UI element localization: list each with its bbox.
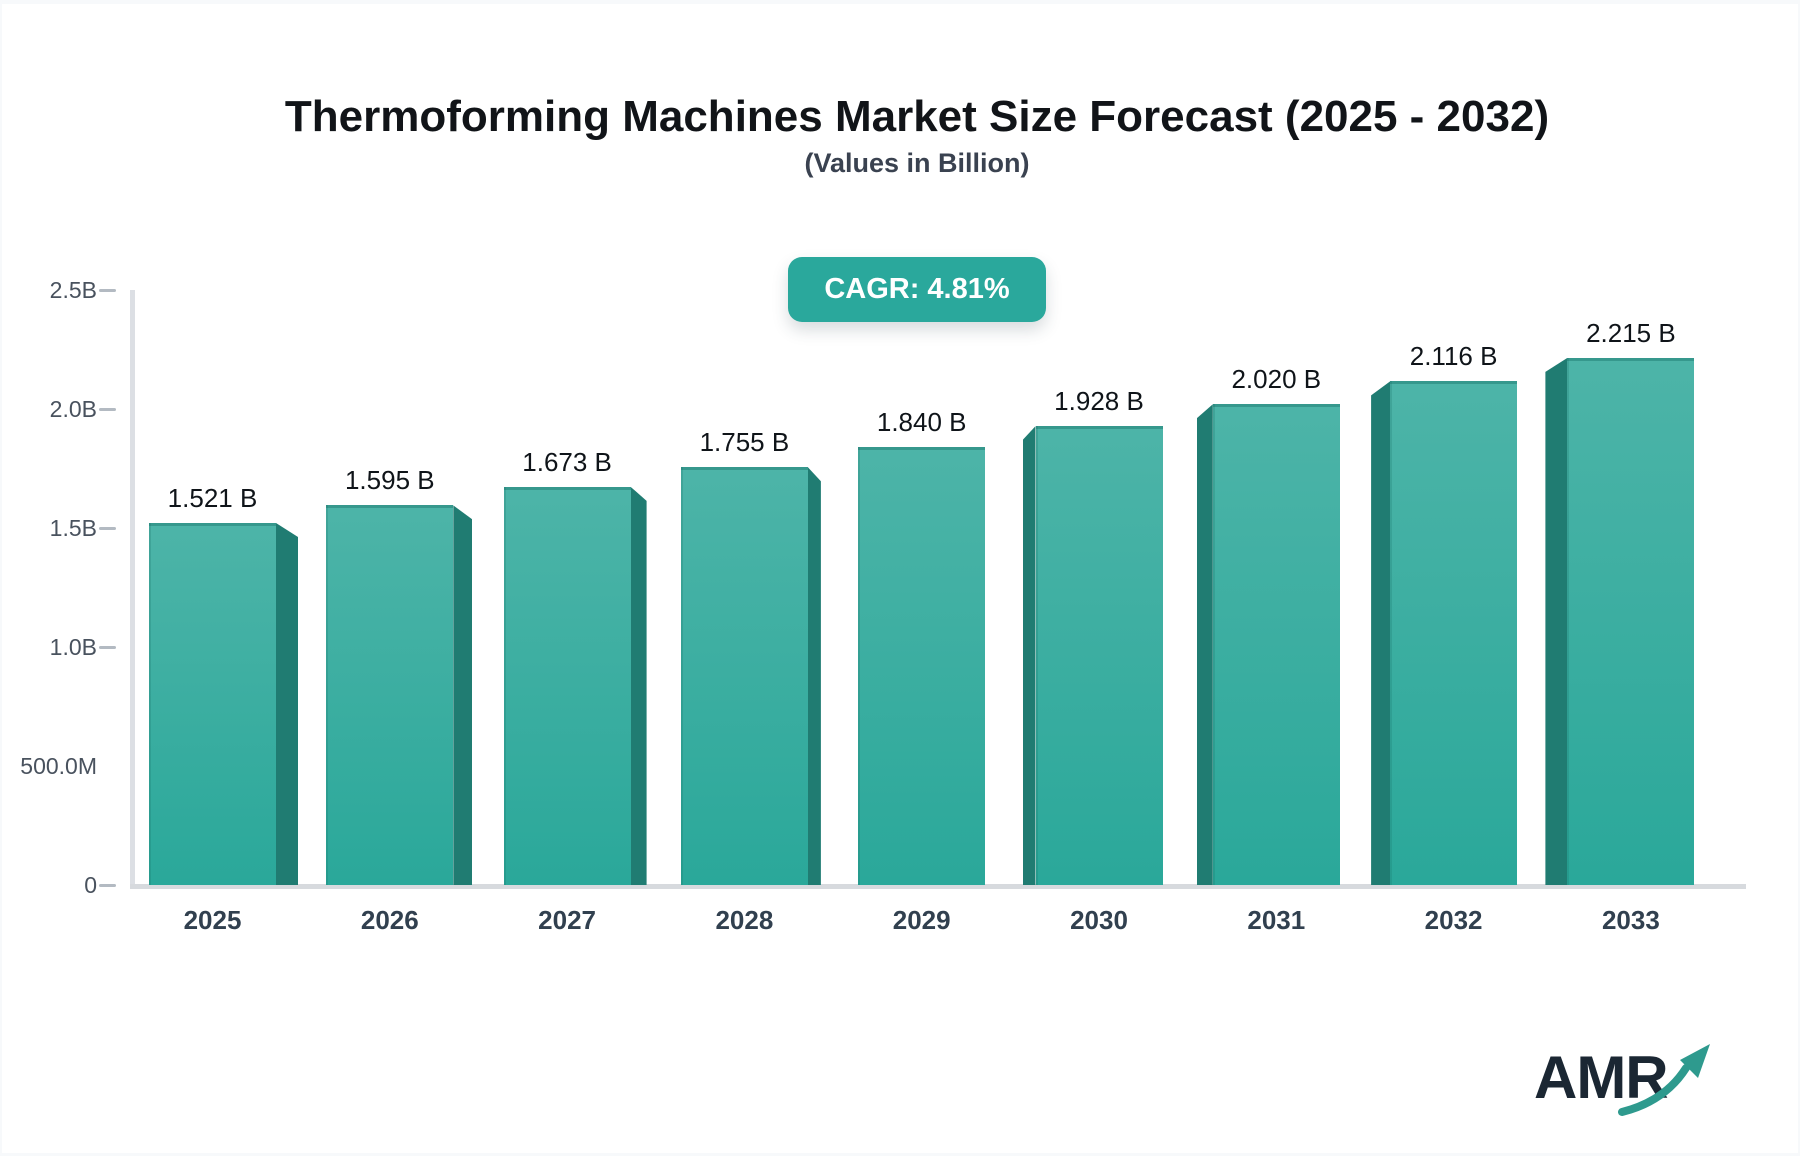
bar-value-label: 1.840 B xyxy=(876,407,967,438)
bar-2028 xyxy=(680,467,808,885)
amr-logo-arrow-swoosh xyxy=(1618,1064,1690,1116)
x-tick-label: 2031 xyxy=(1247,905,1306,935)
bar-2027 xyxy=(503,486,631,885)
bar-value-label: 1.928 B xyxy=(1054,386,1144,417)
x-axis-baseline xyxy=(130,884,1746,889)
bar-value-label: 1.595 B xyxy=(344,465,435,496)
bar-2032 xyxy=(1390,381,1518,885)
y-tick-label: 2.0B xyxy=(49,396,97,422)
bar-value-label: 1.673 B xyxy=(522,446,612,477)
bar-2029 xyxy=(858,447,986,885)
bar-2026 xyxy=(326,505,454,885)
y-tick-mark xyxy=(99,527,116,530)
bar-value-label: 1.755 B xyxy=(699,427,790,458)
x-tick-label: 2026 xyxy=(360,905,419,935)
x-tick-label: 2029 xyxy=(892,905,951,935)
bar-2033 xyxy=(1567,357,1695,885)
x-tick-label: 2025 xyxy=(183,905,242,935)
x-tick-label: 2032 xyxy=(1424,905,1483,935)
bar-side-2025 xyxy=(276,523,298,885)
chart-subtitle: (Values in Billion) xyxy=(804,148,1030,178)
bar-value-label: 2.215 B xyxy=(1586,317,1676,348)
y-tick-mark xyxy=(99,289,116,292)
bar-2030 xyxy=(1035,426,1163,885)
bar-side-2028 xyxy=(807,467,821,885)
y-tick-label: 500.0M xyxy=(20,753,97,779)
y-tick-label: 1.0B xyxy=(49,634,97,660)
bar-side-2031 xyxy=(1196,404,1213,885)
bar-side-2030 xyxy=(1022,426,1036,885)
bar-side-2032 xyxy=(1371,381,1391,885)
bar-value-label: 2.116 B xyxy=(1409,341,1498,372)
amr-logo: AMR xyxy=(1534,1044,1710,1116)
cagr-badge-wrap: CAGR: 4.81% xyxy=(44,257,1790,322)
bar-value-label: 2.020 B xyxy=(1231,364,1322,395)
cagr-badge: CAGR: 4.81% xyxy=(788,257,1046,322)
y-tick-mark xyxy=(99,884,116,887)
y-tick-label: 1.5B xyxy=(49,515,97,541)
y-tick-mark xyxy=(99,646,116,649)
bar-side-2033 xyxy=(1545,357,1568,885)
x-tick-label: 2030 xyxy=(1070,905,1128,935)
chart-title: Thermoforming Machines Market Size Forec… xyxy=(284,92,1550,141)
y-tick-label: 0 xyxy=(84,872,97,898)
x-tick-label: 2028 xyxy=(715,905,774,935)
x-tick-label: 2033 xyxy=(1601,905,1660,935)
y-tick-label: 2.5B xyxy=(49,277,97,303)
bar-2031 xyxy=(1212,404,1340,885)
bar-2025 xyxy=(149,523,276,885)
bar-value-label: 1.521 B xyxy=(167,483,258,513)
bar-side-2027 xyxy=(630,486,647,885)
x-tick-label: 2027 xyxy=(538,905,597,935)
y-axis-line xyxy=(130,290,135,886)
amr-logo-arrow-head-icon xyxy=(1680,1044,1710,1078)
bar-side-2026 xyxy=(453,505,473,885)
y-tick-mark xyxy=(99,408,116,411)
